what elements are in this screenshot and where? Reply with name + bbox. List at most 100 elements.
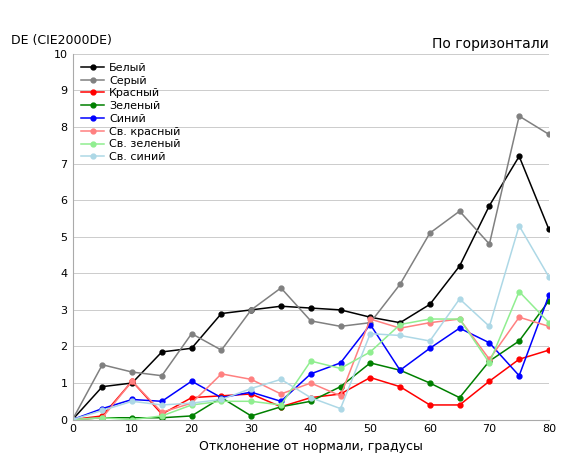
Белый <box>69 417 76 423</box>
Красный <box>545 347 552 353</box>
Св. синий <box>128 398 135 404</box>
Синий <box>188 379 195 384</box>
Синий <box>307 371 314 377</box>
Св. синий <box>278 377 284 382</box>
Красный <box>397 384 404 389</box>
Св. синий <box>248 386 255 391</box>
Св. красный <box>486 357 493 362</box>
Серый <box>367 320 373 325</box>
Белый <box>456 263 463 269</box>
Красный <box>486 379 493 384</box>
Зеленый <box>516 338 522 344</box>
Белый <box>248 307 255 313</box>
Серый <box>69 417 76 423</box>
Line: Белый: Белый <box>70 154 552 422</box>
Св. красный <box>456 316 463 322</box>
Синий <box>218 395 225 401</box>
Св. зеленый <box>545 320 552 325</box>
Серый <box>188 331 195 336</box>
Белый <box>307 305 314 311</box>
Серый <box>337 323 344 329</box>
Св. красный <box>516 314 522 320</box>
Красный <box>248 391 255 397</box>
Св. зеленый <box>397 322 404 327</box>
Line: Серый: Серый <box>70 114 552 422</box>
Text: По горизонтали: По горизонтали <box>432 37 549 51</box>
Св. красный <box>158 410 165 415</box>
Белый <box>545 227 552 232</box>
Серый <box>486 241 493 247</box>
Св. зеленый <box>99 415 106 421</box>
Св. красный <box>307 380 314 386</box>
Синий <box>158 398 165 404</box>
Серый <box>128 369 135 375</box>
Белый <box>516 154 522 159</box>
Зеленый <box>99 415 106 421</box>
Св. зеленый <box>456 316 463 322</box>
Серый <box>99 362 106 367</box>
Белый <box>486 203 493 208</box>
Св. красный <box>99 415 106 421</box>
Зеленый <box>397 367 404 373</box>
Серый <box>158 373 165 379</box>
Красный <box>278 404 284 410</box>
Св. красный <box>337 393 344 399</box>
Св. синий <box>307 395 314 401</box>
Зеленый <box>69 417 76 423</box>
Серый <box>278 285 284 291</box>
Св. зеленый <box>248 398 255 404</box>
Св. красный <box>248 377 255 382</box>
Серый <box>248 307 255 313</box>
Св. красный <box>427 320 433 325</box>
Св. синий <box>486 323 493 329</box>
Св. синий <box>99 408 106 413</box>
Зеленый <box>128 415 135 421</box>
Зеленый <box>427 380 433 386</box>
Зеленый <box>278 404 284 410</box>
Белый <box>397 320 404 325</box>
Серый <box>545 132 552 137</box>
Белый <box>99 384 106 389</box>
Зеленый <box>486 358 493 364</box>
Line: Св. красный: Св. красный <box>70 315 552 422</box>
Красный <box>427 402 433 408</box>
Синий <box>516 373 522 379</box>
Белый <box>218 311 225 316</box>
Св. красный <box>69 417 76 423</box>
Зеленый <box>307 398 314 404</box>
Синий <box>128 397 135 402</box>
Красный <box>188 395 195 401</box>
Зеленый <box>337 384 344 389</box>
Синий <box>397 367 404 373</box>
Св. красный <box>218 371 225 377</box>
Синий <box>456 325 463 331</box>
Серый <box>218 347 225 353</box>
Св. синий <box>516 223 522 228</box>
Зеленый <box>188 413 195 419</box>
Text: DE (CIE2000DE): DE (CIE2000DE) <box>11 34 111 47</box>
Белый <box>427 301 433 307</box>
Белый <box>128 380 135 386</box>
Красный <box>307 395 314 401</box>
Белый <box>367 314 373 320</box>
Красный <box>69 417 76 423</box>
Св. синий <box>158 402 165 408</box>
Св. зеленый <box>278 402 284 408</box>
Красный <box>218 393 225 399</box>
Св. зеленый <box>188 402 195 408</box>
Legend: Белый, Серый, Красный, Зеленый, Синий, Св. красный, Св. зеленый, Св. синий: Белый, Серый, Красный, Зеленый, Синий, С… <box>78 59 184 166</box>
Синий <box>69 417 76 423</box>
Св. зеленый <box>337 366 344 371</box>
Красный <box>128 379 135 384</box>
Зеленый <box>158 415 165 421</box>
Красный <box>158 411 165 417</box>
Синий <box>427 345 433 351</box>
Зеленый <box>456 395 463 401</box>
Св. зеленый <box>128 417 135 423</box>
Св. зеленый <box>516 289 522 294</box>
Св. красный <box>278 391 284 397</box>
Св. красный <box>397 325 404 331</box>
Св. красный <box>367 316 373 322</box>
Св. зеленый <box>158 413 165 419</box>
X-axis label: Отклонение от нормали, градусы: Отклонение от нормали, градусы <box>199 440 423 453</box>
